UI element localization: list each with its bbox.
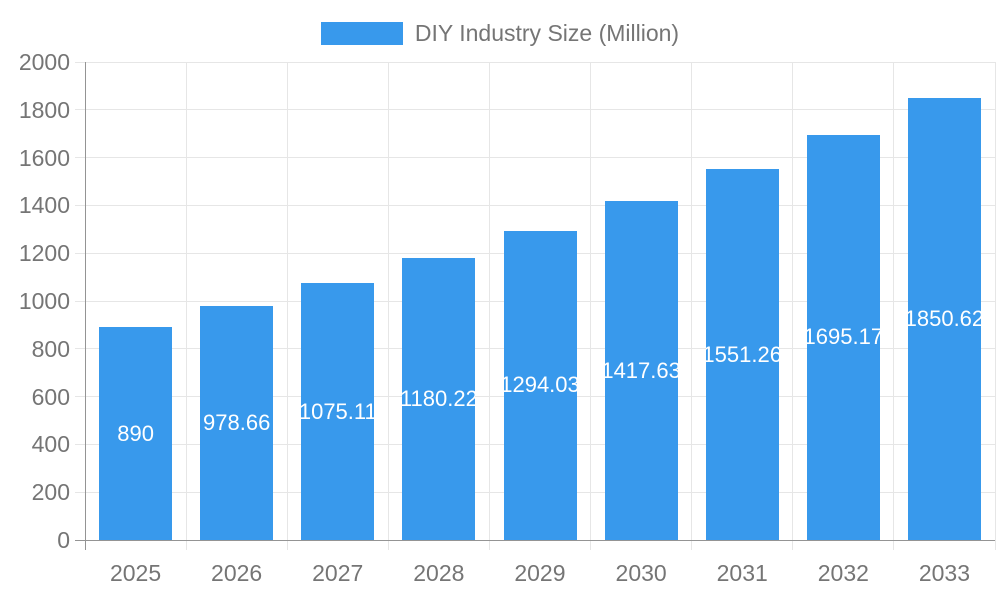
bar-2026[interactable]: 978.66 [200, 306, 274, 540]
y-axis-tick-label: 400 [31, 431, 70, 458]
x-axis-tick-label: 2026 [211, 560, 263, 586]
bar-2033[interactable]: 1850.62 [907, 97, 981, 540]
x-axis-tick-label: 2029 [514, 560, 566, 586]
bar-value-label: 1417.63 [604, 357, 678, 383]
x-axis-tick-label: 2027 [312, 560, 364, 586]
v-gridline [590, 62, 592, 550]
x-axis-tick-label: 2033 [918, 560, 971, 586]
y-axis-tick-label: 600 [31, 383, 70, 410]
v-gridline [488, 62, 490, 550]
legend-label[interactable]: DIY Industry Size (Million) [414, 19, 680, 46]
y-axis-tick-label: 1800 [18, 96, 70, 123]
y-axis-tick-label: 1400 [18, 192, 70, 219]
bar-2025[interactable]: 890 [99, 327, 173, 540]
y-axis-tick-label: 2000 [18, 49, 70, 75]
v-gridline [185, 62, 187, 550]
y-axis-tick-label: 0 [57, 527, 70, 553]
y-axis-tick-label: 800 [31, 335, 70, 362]
bar-2032[interactable]: 1695.17 [806, 134, 880, 540]
h-gridline [75, 61, 995, 63]
y-axis-tick-label: 1000 [18, 288, 70, 314]
h-gridline [75, 109, 995, 111]
y-axis-tick-label: 200 [31, 479, 70, 506]
v-gridline [691, 62, 693, 550]
bar-value-label: 978.66 [203, 410, 271, 436]
y-axis-tick-label: 1200 [18, 240, 70, 267]
bar-2031[interactable]: 1551.26 [705, 169, 779, 540]
y-axis-tick-label: 1600 [18, 144, 70, 171]
v-gridline [792, 62, 794, 550]
legend-swatch[interactable] [320, 21, 403, 45]
bar-2028[interactable]: 1180.22 [402, 257, 476, 540]
legend[interactable]: DIY Industry Size (Million) [0, 20, 1000, 46]
bar-value-label: 1294.03 [503, 372, 577, 398]
h-gridline [75, 204, 995, 206]
y-axis-line [84, 62, 86, 550]
bar-value-label: 1695.17 [806, 324, 880, 350]
x-axis-tick-label: 2030 [615, 560, 667, 586]
x-axis-tick-label: 2025 [109, 560, 162, 586]
bar-2027[interactable]: 1075.11 [301, 283, 375, 540]
x-axis-line [75, 539, 995, 541]
x-axis-tick-label: 2032 [817, 560, 869, 586]
h-gridline [75, 157, 995, 159]
bar-value-label: 1551.26 [705, 341, 779, 367]
bar-2029[interactable]: 1294.03 [503, 230, 577, 540]
v-gridline [893, 62, 895, 550]
bar-value-label: 1180.22 [402, 385, 476, 411]
x-axis-tick-label: 2028 [413, 560, 465, 586]
bar-value-label: 890 [117, 420, 154, 446]
v-gridline [387, 62, 389, 550]
v-gridline [994, 62, 996, 550]
bar-2030[interactable]: 1417.63 [604, 201, 678, 540]
x-axis-tick-label: 2031 [716, 560, 768, 586]
bar-value-label: 1850.62 [907, 305, 981, 331]
v-gridline [286, 62, 288, 550]
bar-value-label: 1075.11 [301, 398, 375, 424]
